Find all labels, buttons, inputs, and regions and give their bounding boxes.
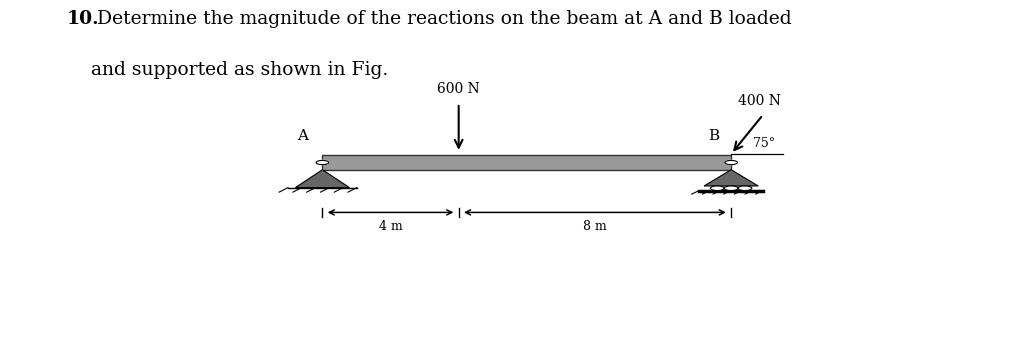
Circle shape <box>725 160 737 165</box>
Circle shape <box>724 186 738 190</box>
Text: B: B <box>709 129 719 143</box>
Circle shape <box>738 186 752 190</box>
Text: 4 m: 4 m <box>379 220 402 233</box>
Polygon shape <box>295 170 349 188</box>
Text: 400 N: 400 N <box>737 94 780 108</box>
Circle shape <box>711 186 724 190</box>
Text: A: A <box>297 129 308 143</box>
Text: Determine the magnitude of the reactions on the beam at A and B loaded: Determine the magnitude of the reactions… <box>97 10 792 28</box>
Text: 10.: 10. <box>67 10 99 28</box>
Circle shape <box>316 160 329 165</box>
Polygon shape <box>705 170 758 186</box>
Text: 600 N: 600 N <box>437 82 480 97</box>
Text: and supported as shown in Fig.: and supported as shown in Fig. <box>67 61 388 79</box>
FancyBboxPatch shape <box>323 155 731 170</box>
Text: 8 m: 8 m <box>583 220 607 233</box>
Text: 75°: 75° <box>754 137 775 150</box>
